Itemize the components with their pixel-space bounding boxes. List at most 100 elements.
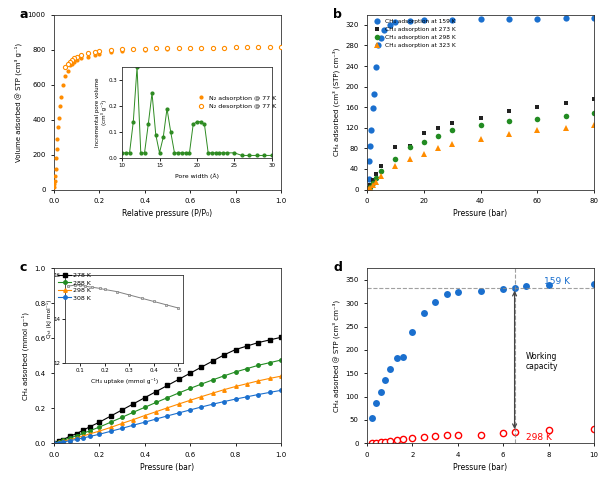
CH₄ adsorption at 159 K — [380, 27, 388, 33]
278 K — [221, 352, 228, 358]
N₂ desorption @ 77 K — [198, 45, 205, 51]
N₂ adsorption @ 77 K — [85, 54, 92, 59]
CH₄ adsorption at 159 K — [372, 64, 379, 70]
CH₄ adsorption at 159 K — [449, 17, 456, 23]
CH₄ adsorption at 159 K — [420, 18, 427, 23]
N₂ desorption @ 77 K — [254, 44, 262, 50]
CH₄ adsorption at 298 K — [377, 168, 385, 174]
N₂ desorption @ 77 K — [152, 45, 160, 51]
288 K — [66, 435, 73, 441]
Line: CH₄ adsorption at 159 K: CH₄ adsorption at 159 K — [365, 15, 597, 191]
CH₄ adsorption at 159 K — [375, 42, 382, 48]
288 K — [243, 366, 250, 372]
288 K — [232, 369, 239, 375]
N₂ adsorption @ 77 K — [232, 45, 239, 51]
308 K — [277, 388, 284, 393]
288 K — [175, 390, 182, 396]
N₂ desorption @ 77 K — [187, 45, 194, 51]
308 K — [187, 407, 194, 413]
CH₄ adsorption at 323 K — [369, 183, 376, 188]
278 K — [243, 343, 250, 349]
N₂ desorption @ 77 K — [107, 47, 115, 53]
298 K — [59, 438, 67, 444]
278 K — [96, 419, 103, 425]
CH₄ adsorption at 298 K — [406, 145, 413, 150]
CH₄ adsorption at 298 K — [505, 118, 512, 124]
278 K — [59, 437, 67, 443]
288 K — [266, 360, 273, 366]
N₂ desorption @ 77 K — [96, 48, 103, 54]
CH₄ adsorption at 298 K — [449, 128, 456, 133]
N₂ adsorption @ 77 K — [73, 57, 80, 63]
308 K — [232, 396, 239, 402]
Text: Working
capacity: Working capacity — [526, 352, 559, 371]
CH₄ adsorption at 159 K — [590, 15, 598, 21]
278 K — [209, 358, 217, 364]
Line: 298 K: 298 K — [52, 375, 283, 445]
CH₄ adsorption at 159 K — [533, 16, 541, 21]
N₂ adsorption @ 77 K — [91, 52, 98, 58]
CH₄ adsorption at 273 K — [392, 145, 399, 150]
308 K — [73, 436, 80, 442]
278 K — [107, 413, 115, 419]
CH₄ adsorption at 273 K — [420, 130, 427, 136]
Y-axis label: Volume adsorbed @ STP (cm³ g⁻¹): Volume adsorbed @ STP (cm³ g⁻¹) — [14, 42, 22, 162]
308 K — [55, 440, 62, 446]
N₂ adsorption @ 77 K — [187, 45, 194, 51]
CH₄ adsorption at 323 K — [562, 125, 569, 131]
CH₄ adsorption at 323 K — [505, 131, 512, 137]
278 K — [118, 407, 125, 413]
Y-axis label: CH₄ adsorbed (mmol g⁻¹): CH₄ adsorbed (mmol g⁻¹) — [22, 312, 29, 400]
Line: CH₄ adsorption at 298 K: CH₄ adsorption at 298 K — [365, 111, 597, 192]
CH₄ adsorption at 273 K — [365, 185, 372, 191]
288 K — [221, 373, 228, 379]
CH₄ adsorption at 273 K — [505, 109, 512, 114]
CH₄ adsorption at 273 K — [367, 183, 374, 188]
Text: b: b — [333, 8, 342, 20]
N₂ desorption @ 77 K — [68, 57, 76, 63]
N₂ adsorption @ 77 K — [52, 172, 59, 178]
CH₄ adsorption at 298 K — [533, 115, 541, 121]
288 K — [254, 362, 262, 368]
288 K — [73, 433, 80, 439]
N₂ adsorption @ 77 K — [118, 48, 125, 54]
308 K — [59, 439, 67, 445]
CH₄ adsorption at 298 K — [364, 187, 371, 192]
Y-axis label: CH₄ adsorbed @ STP (cm³ cm⁻³): CH₄ adsorbed @ STP (cm³ cm⁻³) — [332, 300, 340, 412]
Legend: 278 K, 288 K, 298 K, 308 K: 278 K, 288 K, 298 K, 308 K — [57, 271, 92, 302]
N₂ adsorption @ 77 K — [53, 147, 61, 152]
288 K — [96, 424, 103, 430]
308 K — [87, 433, 94, 439]
N₂ desorption @ 77 K — [85, 50, 92, 56]
CH₄ adsorption at 298 K — [590, 111, 598, 116]
CH₄ adsorption at 323 K — [406, 156, 413, 162]
Legend: N₂ adsorption @ 77 K, N₂ desorption @ 77 K: N₂ adsorption @ 77 K, N₂ desorption @ 77… — [194, 94, 278, 110]
N₂ desorption @ 77 K — [62, 64, 69, 70]
N₂ adsorption @ 77 K — [164, 46, 171, 52]
CH₄ adsorption at 273 K — [406, 143, 413, 149]
N₂ adsorption @ 77 K — [53, 155, 60, 161]
CH₄ adsorption at 159 K — [406, 19, 413, 24]
N₂ desorption @ 77 K — [209, 45, 217, 51]
CH₄ adsorption at 323 K — [365, 186, 372, 192]
288 K — [277, 357, 284, 363]
N₂ desorption @ 77 K — [118, 46, 125, 52]
X-axis label: Pressure (bar): Pressure (bar) — [454, 463, 508, 472]
CH₄ adsorption at 298 K — [562, 113, 569, 119]
Line: CH₄ adsorption at 323 K: CH₄ adsorption at 323 K — [365, 122, 597, 192]
CH₄ adsorption at 323 K — [434, 146, 442, 151]
X-axis label: Relative pressure (P/P₀): Relative pressure (P/P₀) — [122, 209, 212, 219]
N₂ adsorption @ 77 K — [254, 44, 262, 50]
CH₄ adsorption at 273 K — [533, 104, 541, 110]
278 K — [175, 376, 182, 382]
288 K — [164, 395, 171, 401]
298 K — [66, 437, 73, 443]
CH₄ adsorption at 323 K — [477, 136, 484, 142]
308 K — [164, 413, 171, 419]
CH₄ adsorption at 298 K — [420, 139, 427, 145]
CH₄ adsorption at 159 K — [364, 186, 371, 191]
N₂ adsorption @ 77 K — [54, 136, 61, 142]
308 K — [80, 435, 87, 441]
298 K — [152, 409, 160, 414]
CH₄ adsorption at 159 K — [371, 92, 378, 97]
